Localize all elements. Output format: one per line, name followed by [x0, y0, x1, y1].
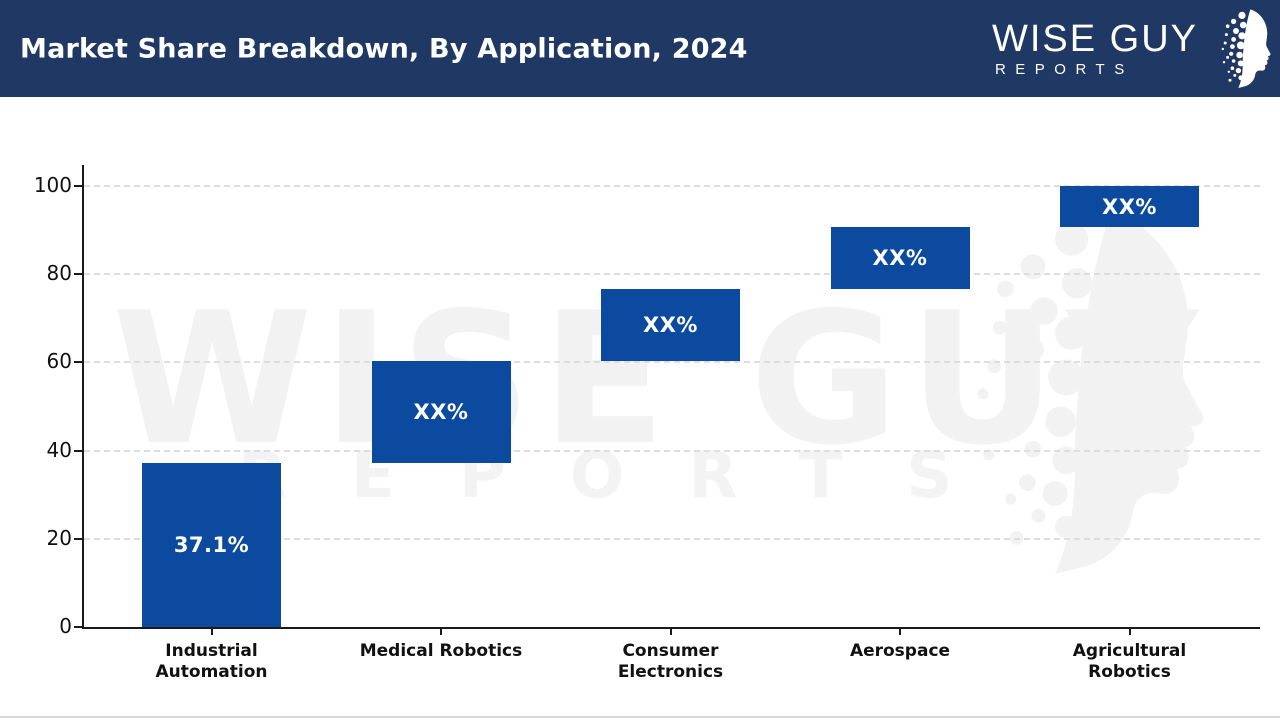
y-tick-label-40: 40: [46, 437, 72, 462]
bar-segment: XX%: [1060, 186, 1199, 227]
x-axis-line: [82, 627, 1260, 629]
y-tick-label-0: 0: [59, 614, 72, 638]
gridline-80: [84, 273, 1260, 276]
y-tick-label-20: 20: [46, 525, 72, 550]
y-tick-0: [74, 626, 82, 628]
y-tick-label-60: 60: [46, 349, 72, 374]
bar-value-label: XX%: [1102, 194, 1157, 219]
x-tick: [440, 627, 442, 635]
gridline-60: [84, 361, 1260, 364]
bar-segment: 37.1%: [142, 463, 281, 627]
y-tick-40: [74, 449, 82, 452]
y-tick-label-100: 100: [33, 173, 72, 197]
x-axis-label: Aerospace: [785, 641, 1015, 662]
x-axis-label: Agricultural Robotics: [1015, 641, 1245, 683]
logo-text: WISE GUY REPORTS: [992, 20, 1198, 78]
bar-value-label: XX%: [643, 312, 698, 337]
x-axis-label-line: Industrial: [165, 641, 258, 661]
y-tick-60: [74, 361, 82, 364]
y-tick-label-80: 80: [46, 261, 72, 286]
header-bar: Market Share Breakdown, By Application, …: [0, 0, 1280, 97]
x-axis-label-line: Agricultural: [1072, 641, 1187, 661]
logo-wordmark: WISE GUY: [991, 17, 1198, 60]
x-axis-label: Medical Robotics: [326, 641, 556, 662]
x-tick: [899, 627, 901, 635]
logo-subtext: REPORTS: [994, 60, 1134, 78]
watermark-subtext: REPORTS: [238, 439, 1017, 513]
bottom-divider: [0, 716, 1280, 718]
y-tick-100: [74, 185, 82, 187]
bar-value-label: XX%: [872, 246, 928, 271]
y-axis-line: [82, 165, 84, 629]
bar-segment: XX%: [371, 360, 511, 464]
gridline-100: [84, 185, 1260, 187]
gridline-40: [84, 449, 1260, 452]
x-axis-label-line: Medical Robotics: [359, 641, 523, 661]
bar-segment: XX%: [830, 227, 970, 290]
wiseguy-logo: WISE GUY REPORTS: [992, 0, 1272, 97]
x-axis-label-line: Automation: [155, 662, 268, 682]
x-axis-label-line: Robotics: [1088, 662, 1171, 682]
y-tick-80: [74, 273, 82, 276]
x-tick: [210, 627, 213, 635]
x-tick: [1128, 627, 1131, 635]
x-axis-label: Consumer Electronics: [556, 641, 786, 683]
x-axis-label-line: Aerospace: [849, 641, 951, 661]
bar-value-label: XX%: [413, 400, 469, 424]
gridline-20: [84, 537, 1260, 540]
page-title: Market Share Breakdown, By Application, …: [20, 33, 748, 64]
bar-value-label: 37.1%: [173, 533, 250, 558]
x-axis-label-line: Electronics: [617, 662, 724, 682]
y-tick-20: [74, 537, 82, 540]
x-tick: [669, 627, 672, 635]
bar-segment: XX%: [601, 289, 740, 361]
x-axis-label: Industrial Automation: [97, 641, 327, 683]
logo-head-icon: [1200, 6, 1272, 92]
x-axis-label-line: Consumer: [622, 641, 719, 661]
